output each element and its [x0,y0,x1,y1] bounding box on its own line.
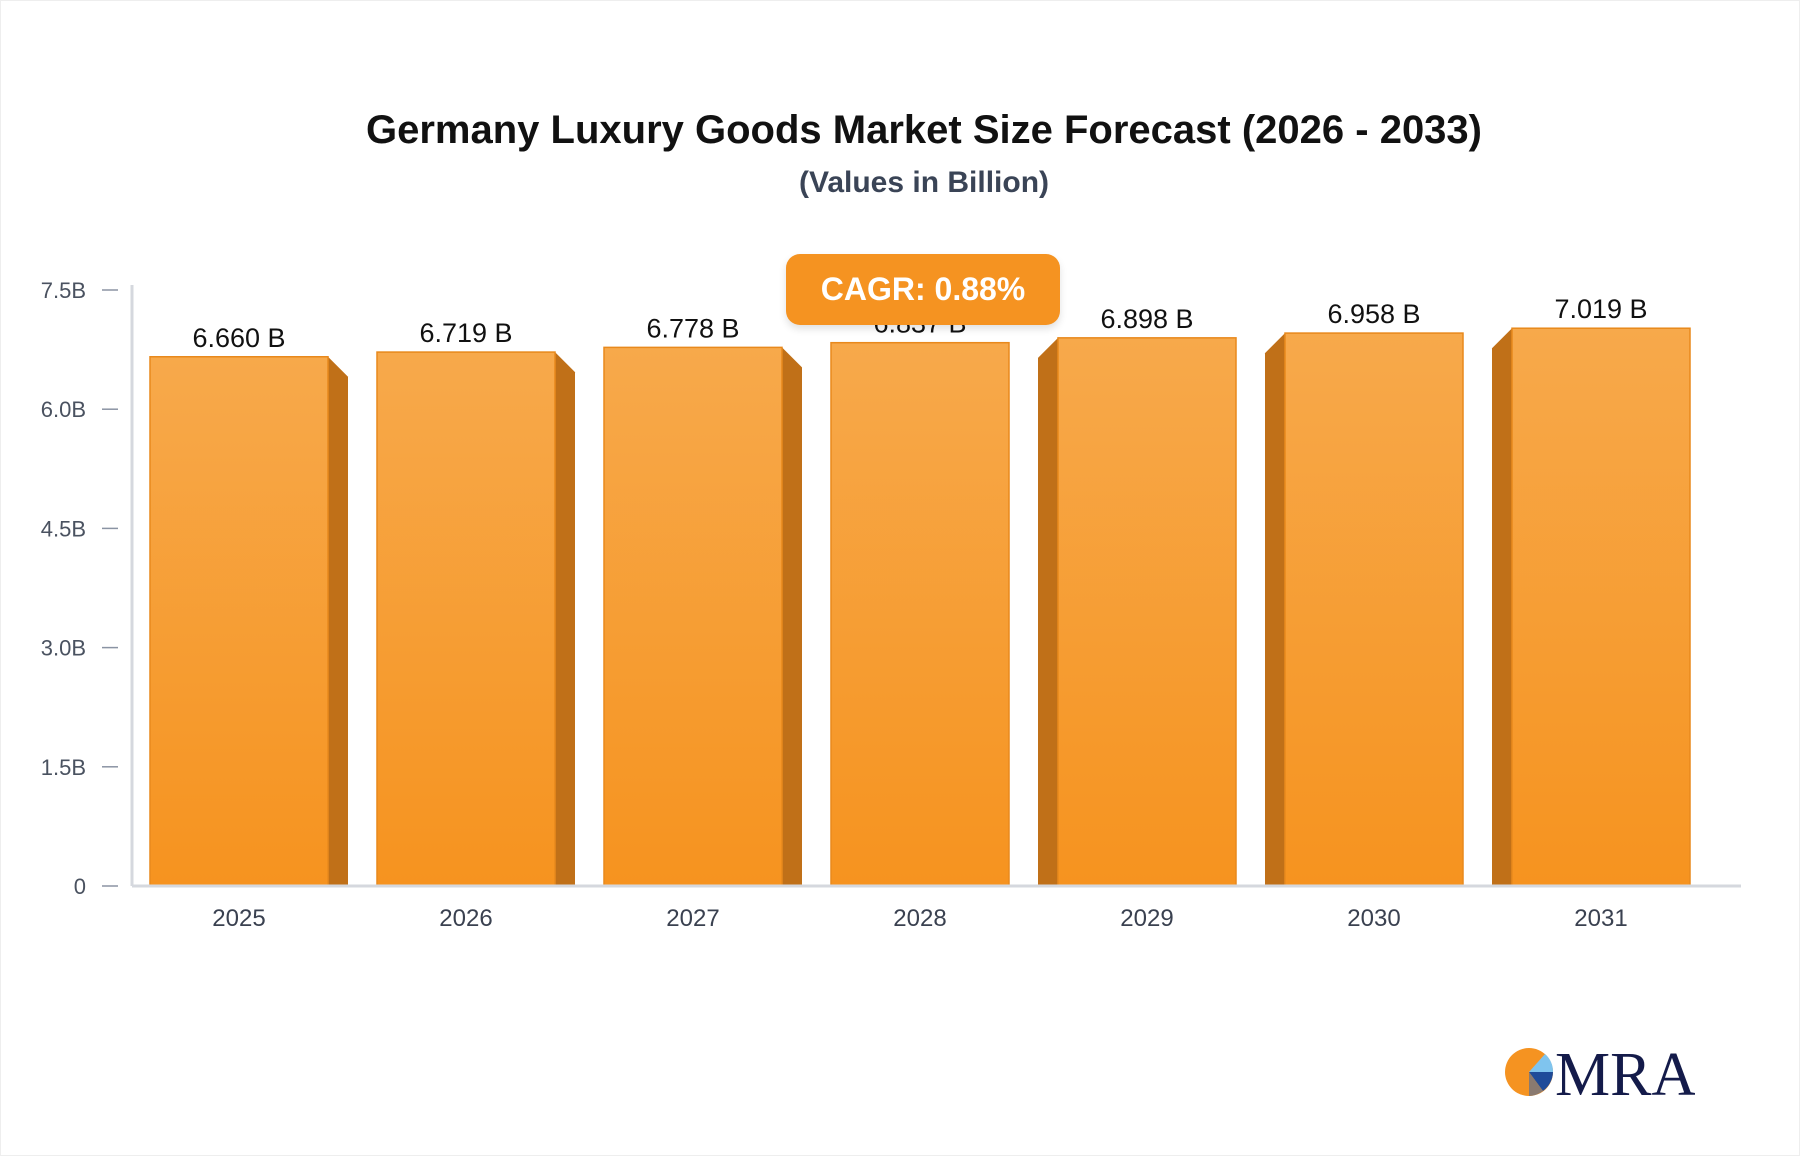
chart-title: Germany Luxury Goods Market Size Forecas… [366,108,1482,152]
bar-side [328,356,348,886]
bar-2025 [149,356,329,887]
data-label: 7.019 B [1554,294,1647,324]
bar-side [555,352,575,886]
bar-side [1265,333,1285,886]
x-tick-label: 2028 [893,905,946,932]
bar-2027 [603,346,783,887]
data-label: 6.958 B [1327,299,1420,329]
chart-subtitle: (Values in Billion) [798,166,1050,199]
x-tick-label: 2031 [1574,905,1627,932]
data-label: 6.778 B [646,313,739,343]
bar-2031 [1511,327,1691,887]
y-tick-label: 1.5B [41,755,86,780]
y-tick-label: 3.0B [41,636,86,661]
data-label: 6.898 B [1100,304,1193,334]
y-tick-label: 7.5B [41,278,86,303]
x-tick-label: 2030 [1347,905,1400,932]
y-tick-label: 0 [74,874,86,899]
x-tick-label: 2026 [439,905,492,932]
bar-2030 [1284,332,1464,887]
logo-text: MRA [1555,1041,1695,1100]
bar-side [1038,337,1058,886]
data-label: 6.719 B [419,318,512,348]
x-tick-label: 2029 [1120,905,1173,932]
bar-side [782,347,802,886]
bar-2029 [1057,337,1237,887]
x-tick-label: 2025 [212,905,265,932]
mra-logo: MRA [1505,1040,1695,1100]
data-label: 6.660 B [192,323,285,353]
y-tick-label: 4.5B [41,516,86,541]
y-tick-label: 6.0B [41,397,86,422]
cagr-badge: CAGR: 0.88% [786,254,1060,325]
bar-side [1492,328,1512,886]
bar-2026 [376,351,556,887]
bar-2028 [830,341,1010,887]
x-tick-label: 2027 [666,905,719,932]
